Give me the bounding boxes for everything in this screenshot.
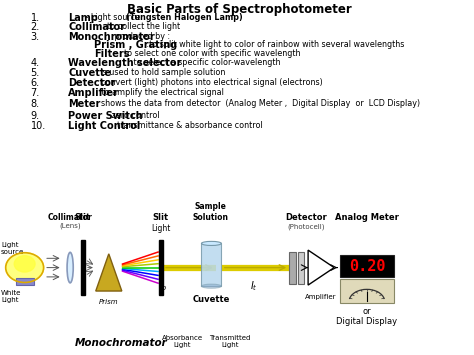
Ellipse shape [67,252,73,283]
Text: Light
source: Light source [1,241,24,255]
Text: Collimator: Collimator [48,213,92,222]
Text: $I_t$: $I_t$ [250,279,257,293]
Text: Lamp: Lamp [68,13,98,23]
Text: to amplify the electrical signal: to amplify the electrical signal [99,88,224,97]
Text: 4.: 4. [30,58,40,68]
Text: 5.: 5. [30,68,40,78]
Polygon shape [308,250,334,285]
Circle shape [14,256,35,272]
Circle shape [6,253,44,283]
Text: transmittance & absorbance control: transmittance & absorbance control [112,121,263,130]
Text: shows the data from detector  (Analog Meter ,  Digital Display  or  LCD Display): shows the data from detector (Analog Met… [86,99,420,108]
Text: Slit: Slit [153,213,169,222]
Text: to select one color with specific wavelength: to select one color with specific wavele… [118,49,300,58]
Text: Filters: Filters [94,49,129,59]
Text: 7.: 7. [30,88,40,98]
Text: Detector: Detector [68,78,116,88]
Ellipse shape [201,284,221,288]
Bar [16,278,34,285]
Text: 0.20: 0.20 [348,258,385,274]
Text: Detector: Detector [285,213,327,222]
Text: Amplifier: Amplifier [68,88,119,98]
FancyBboxPatch shape [340,279,394,302]
Text: :to split white light to color of rainbow with several wavelengths: :to split white light to color of rainbo… [144,40,404,49]
Text: 8.: 8. [30,99,40,109]
Bar [159,240,163,295]
Ellipse shape [201,241,221,245]
Bar [289,252,296,284]
Text: White
Light: White Light [1,290,21,303]
Text: 10.: 10. [30,121,46,131]
Text: Prism: Prism [99,299,118,305]
Text: Light Control: Light Control [68,121,140,131]
Text: Is used to hold sample solution: Is used to hold sample solution [93,68,225,77]
Text: Cuvette: Cuvette [193,295,230,304]
Text: 1.: 1. [30,13,40,23]
Text: produced by :: produced by : [112,32,170,41]
Text: Cuvette: Cuvette [68,68,111,78]
Text: Transmitted
Light: Transmitted Light [209,334,251,348]
Text: Meter: Meter [68,99,100,109]
Text: Absorbance
Light: Absorbance Light [162,334,203,348]
Text: (Lens): (Lens) [59,223,81,229]
Text: zero control: zero control [109,111,159,120]
Text: $I_o$: $I_o$ [159,279,167,293]
Text: Monochromator: Monochromator [74,338,167,348]
Text: convert (light) photons into electrical signal (electrons): convert (light) photons into electrical … [96,78,323,87]
Text: Collimator: Collimator [68,22,125,32]
Text: - Light source: - Light source [83,13,143,22]
Text: (Photocell): (Photocell) [287,224,325,230]
Text: Slit: Slit [74,213,91,222]
Text: 2.: 2. [30,22,40,32]
Text: Wavelength selector: Wavelength selector [68,58,182,68]
Text: (Tungsten Halogen Lamp): (Tungsten Halogen Lamp) [126,13,243,22]
Text: 6.: 6. [30,78,40,88]
Text: Monochromator: Monochromator [68,32,155,42]
Bar [298,252,304,284]
Text: Analog Meter: Analog Meter [335,213,399,222]
Text: to select a specific color-wavelength: to select a specific color-wavelength [131,58,281,67]
Bar [201,244,221,286]
Text: 3.: 3. [30,32,40,42]
Text: Prism , Grating: Prism , Grating [94,40,177,50]
Text: Amplifier: Amplifier [305,294,337,300]
FancyBboxPatch shape [340,255,394,277]
Text: 9.: 9. [30,111,40,121]
Text: or: or [363,307,371,316]
Text: Sample
Solution: Sample Solution [193,202,229,222]
Text: Digital Display: Digital Display [337,317,397,326]
Text: Basic Parts of Spectrophotometer: Basic Parts of Spectrophotometer [127,3,352,16]
Text: to collect the light: to collect the light [102,22,181,32]
Text: Light: Light [151,224,171,233]
Bar [81,240,85,295]
Polygon shape [96,254,122,291]
Text: Power Switch: Power Switch [68,111,143,121]
